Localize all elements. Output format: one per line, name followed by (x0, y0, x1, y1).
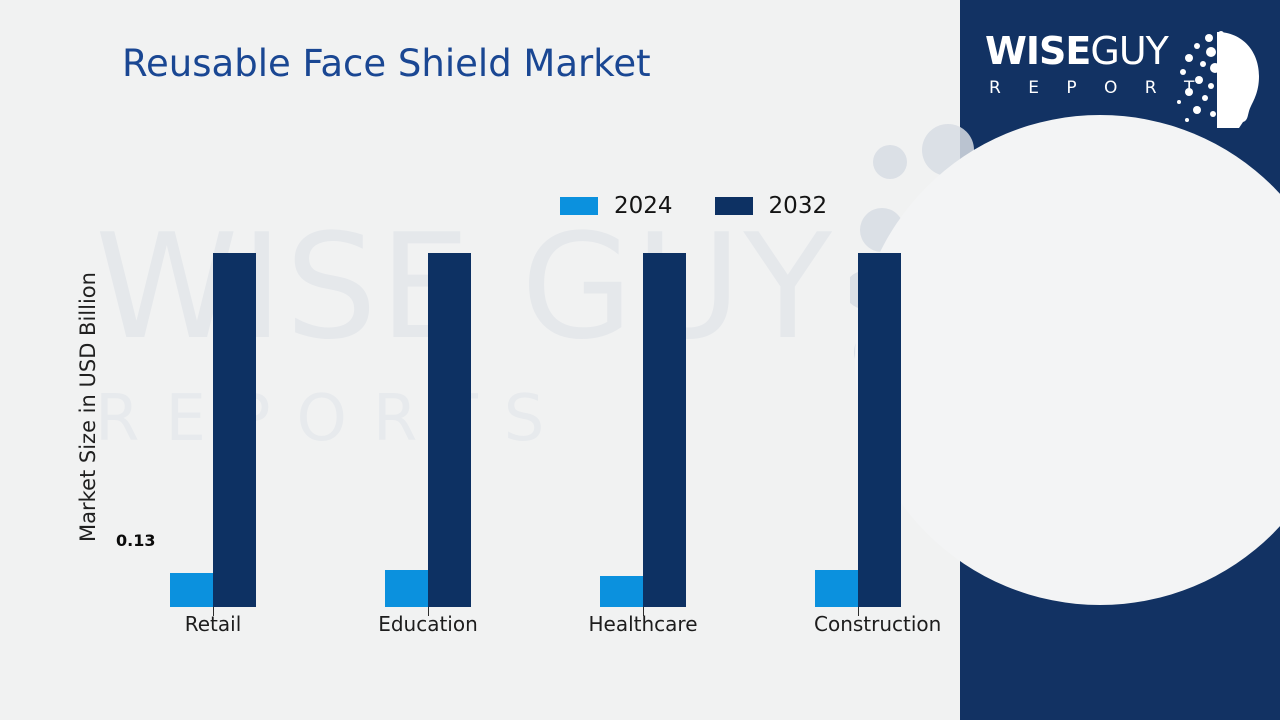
x-axis-tick (858, 607, 859, 616)
x-axis-tick (428, 607, 429, 616)
bar-healthcare-2024[interactable] (600, 575, 643, 607)
logo-wordmark: WISEGUY (985, 32, 1265, 70)
x-axis-label-retail: Retail (184, 612, 242, 636)
plot-area: Market Size in USD Billion 2024 2032 Ret… (76, 193, 942, 636)
x-axis-label-construction: Construction (814, 612, 942, 636)
bar-retail-2032[interactable] (213, 253, 256, 607)
legend-swatch-2032 (714, 197, 753, 215)
bar-construction-2024[interactable] (815, 570, 858, 607)
brand-logo: WISEGUY R E P O R T S (985, 31, 1265, 128)
logo-tagline: R E P O R T S (989, 78, 1244, 98)
page-title: Reusable Face Shield Market (122, 42, 651, 85)
logo-wise-text: WISE (985, 29, 1091, 73)
legend-label-2024: 2024 (614, 193, 673, 219)
legend-item-2032[interactable]: 2032 (714, 193, 828, 219)
x-axis-label-healthcare: Healthcare (588, 612, 698, 636)
decorative-circle (855, 115, 1280, 605)
bar-healthcare-2032[interactable] (643, 253, 686, 607)
chart-legend: 2024 2032 (560, 193, 827, 219)
legend-label-2032: 2032 (768, 193, 828, 219)
logo-head-dots-icon (1177, 31, 1259, 128)
bar-education-2024[interactable] (385, 570, 428, 607)
x-axis-tick (643, 607, 644, 616)
x-axis-label-education: Education (378, 612, 478, 636)
bar-education-2032[interactable] (428, 253, 471, 607)
logo-guy-text: GUY (1090, 29, 1168, 73)
legend-item-2024[interactable]: 2024 (560, 193, 673, 219)
bar-retail-2024[interactable] (170, 572, 213, 607)
data-label-retail-2024: 0.13 (116, 530, 156, 550)
bar-construction-2032[interactable] (858, 253, 901, 607)
legend-swatch-2024 (560, 197, 598, 215)
bars-layer: Retail Education Healthcare Construction 0.1… (116, 253, 942, 636)
x-axis-tick (213, 607, 214, 616)
